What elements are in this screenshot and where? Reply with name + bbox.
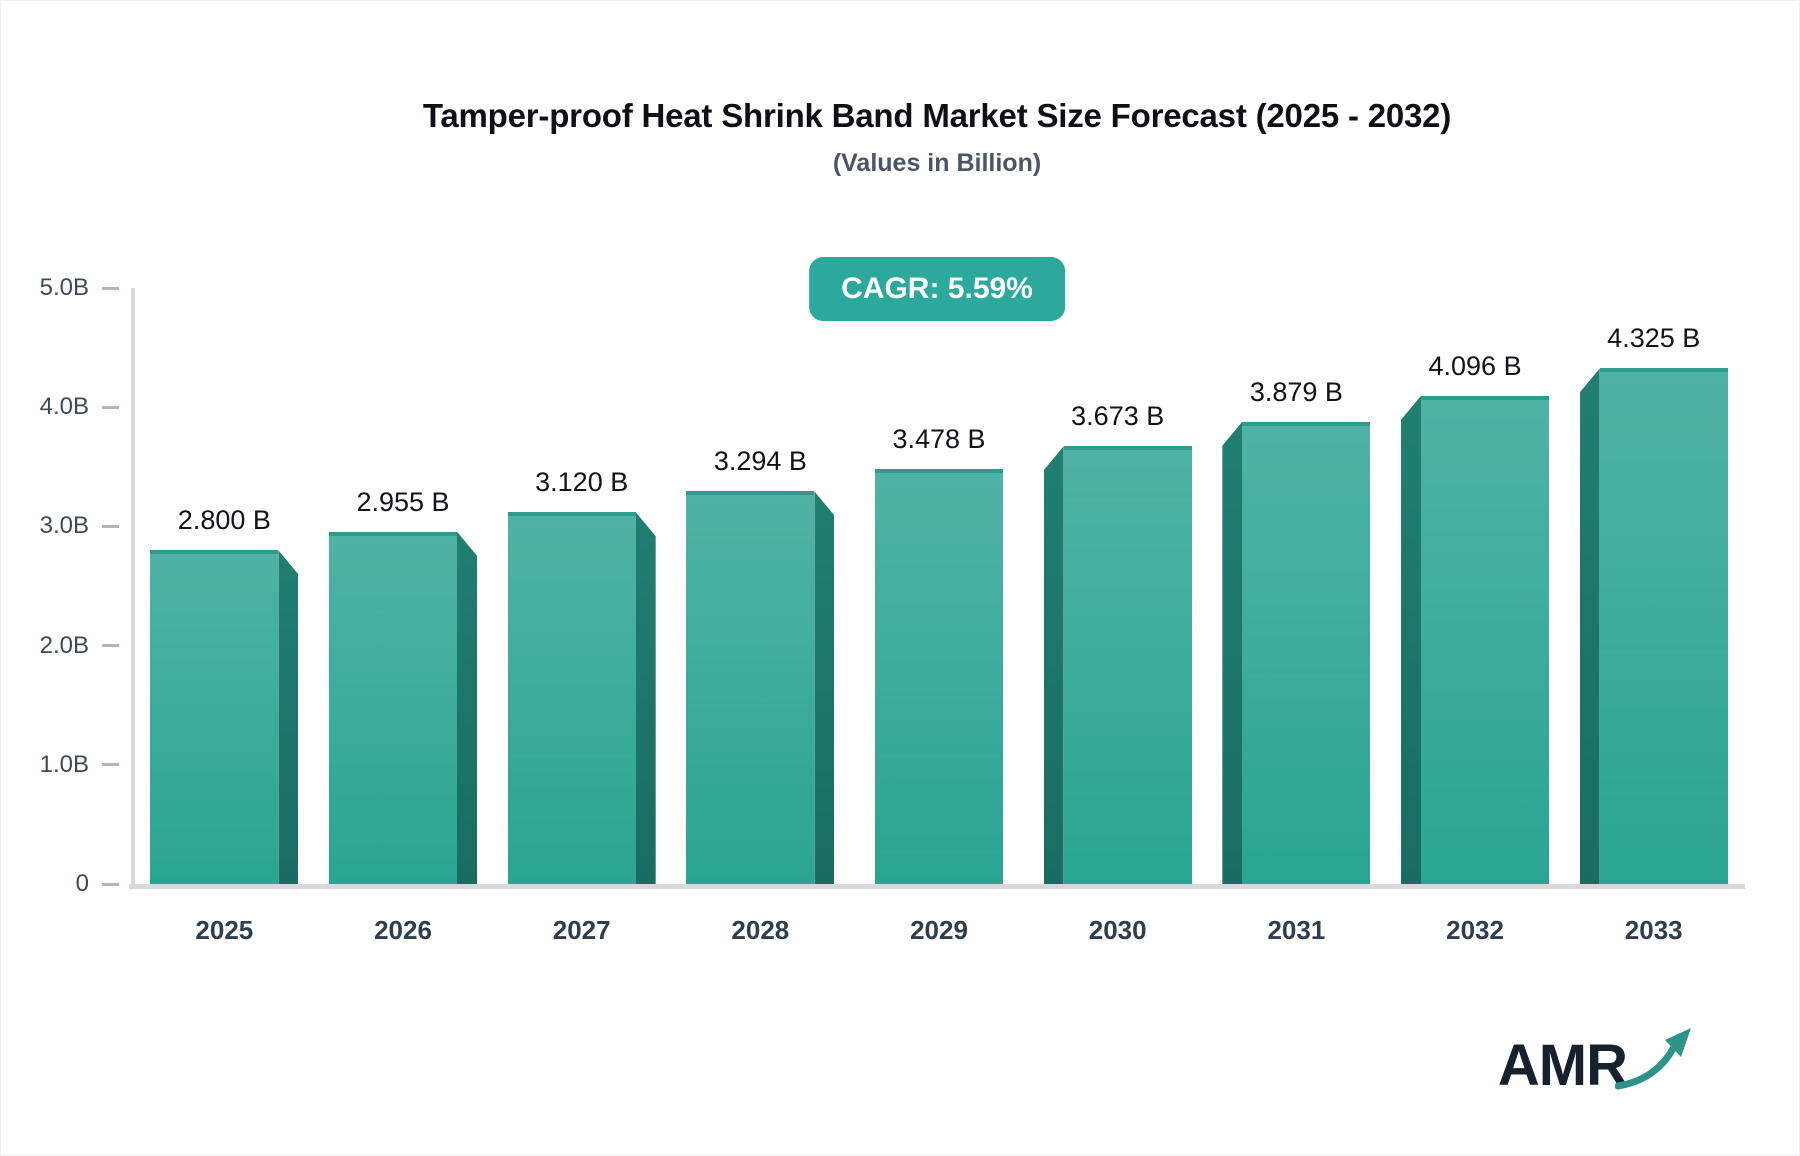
bar-value-label: 3.294 B (713, 446, 807, 477)
bar-side-3d (1401, 395, 1422, 884)
y-tick-mark (102, 405, 119, 409)
bar-value-label: 3.120 B (535, 467, 629, 498)
bar-face (686, 491, 815, 884)
cagr-badge: CAGR: 5.59% (809, 257, 1065, 321)
y-axis-line (131, 288, 135, 888)
y-tick-mark (102, 524, 119, 528)
bar (507, 512, 656, 884)
y-tick-label: 1.0B (39, 750, 89, 778)
x-axis-line (129, 884, 1745, 889)
bar-face (507, 512, 636, 884)
bar-value-label: 2.955 B (356, 486, 450, 517)
bar-side-3d (814, 491, 835, 884)
y-axis: 5.0B 4.0B 3.0B 2.0B 1.0B 0 (1, 274, 119, 897)
x-axis-label: 2032 (1446, 915, 1504, 945)
x-axis-label: 2028 (731, 915, 790, 945)
bar-side-3d (278, 550, 299, 884)
bar-face (150, 550, 279, 884)
bar (686, 491, 835, 884)
x-axis-label: 2025 (195, 915, 254, 945)
bar-value-label: 3.673 B (1071, 401, 1165, 432)
bar-slot: 3.879 B 2031 (1207, 288, 1386, 945)
bar (150, 550, 299, 884)
bar-slot: 3.478 B 2029 (850, 288, 1029, 945)
y-tick-label: 4.0B (39, 393, 89, 421)
x-axis-label: 2030 (1088, 915, 1147, 945)
bar-slot: 2.955 B 2026 (314, 288, 493, 945)
bar-slot: 3.673 B 2030 (1028, 288, 1207, 945)
bar (1222, 421, 1371, 884)
y-tick-mark (102, 763, 119, 767)
bar-face (329, 531, 457, 884)
bar-side-3d (635, 512, 656, 884)
plot-area: 2.800 B 2025 2.955 B 2026 3.120 B 2027 3.294 B… (135, 288, 1743, 945)
y-tick-label: 2.0B (39, 631, 89, 659)
bar-value-label: 3.478 B (892, 424, 986, 455)
x-axis-label: 2029 (910, 915, 968, 945)
chart-title: Tamper-proof Heat Shrink Band Market Siz… (422, 97, 1452, 134)
bar-face (1599, 368, 1728, 884)
bar-face (1063, 446, 1192, 884)
y-tick-label: 3.0B (39, 512, 89, 540)
bar-side-3d (457, 531, 477, 884)
bar-slot: 3.294 B 2028 (671, 288, 850, 945)
bar-slot: 3.120 B 2027 (492, 288, 671, 945)
bar-side-3d (1222, 421, 1243, 884)
bar (1401, 395, 1550, 884)
bar (865, 469, 1013, 884)
bar-side-3d (1579, 368, 1600, 884)
bar (329, 531, 477, 884)
y-tick-mark (102, 644, 119, 648)
bar-face (1242, 421, 1371, 884)
bar-face (875, 469, 1004, 884)
y-tick-mark (102, 882, 119, 886)
y-tick: 2.0B (1, 632, 119, 660)
y-tick: 1.0B (1, 751, 119, 779)
bar-slot: 4.325 B 2033 (1564, 288, 1743, 945)
brand-logo-text: AMR (1497, 1033, 1628, 1098)
bar-slot: 4.096 B 2032 (1386, 288, 1565, 945)
x-axis-label: 2033 (1624, 915, 1683, 945)
brand-logo: AMR (1498, 1027, 1691, 1095)
growth-arrow-icon (1615, 1028, 1691, 1090)
bar-value-label: 2.800 B (177, 505, 271, 536)
y-tick-label: 0 (75, 870, 89, 897)
x-axis-label: 2027 (552, 915, 611, 945)
bar-face (1421, 395, 1550, 884)
y-tick-label: 5.0B (39, 274, 89, 301)
x-axis-label: 2026 (374, 915, 432, 945)
y-tick-mark (102, 286, 119, 290)
bar (1043, 446, 1192, 884)
bar-value-label: 4.096 B (1428, 350, 1522, 381)
y-tick: 4.0B (1, 393, 119, 421)
y-tick: 3.0B (1, 512, 119, 540)
bar (1579, 368, 1728, 884)
y-tick: 0 (1, 870, 119, 898)
bar-slot: 2.800 B 2025 (135, 288, 314, 945)
bar-value-label: 3.879 B (1249, 376, 1343, 407)
bar-value-label: 4.325 B (1607, 323, 1701, 354)
chart-subtitle: (Values in Billion) (832, 149, 1042, 177)
bar-side-3d (1043, 446, 1064, 884)
x-axis-label: 2031 (1267, 915, 1326, 945)
y-tick: 5.0B (1, 274, 119, 302)
